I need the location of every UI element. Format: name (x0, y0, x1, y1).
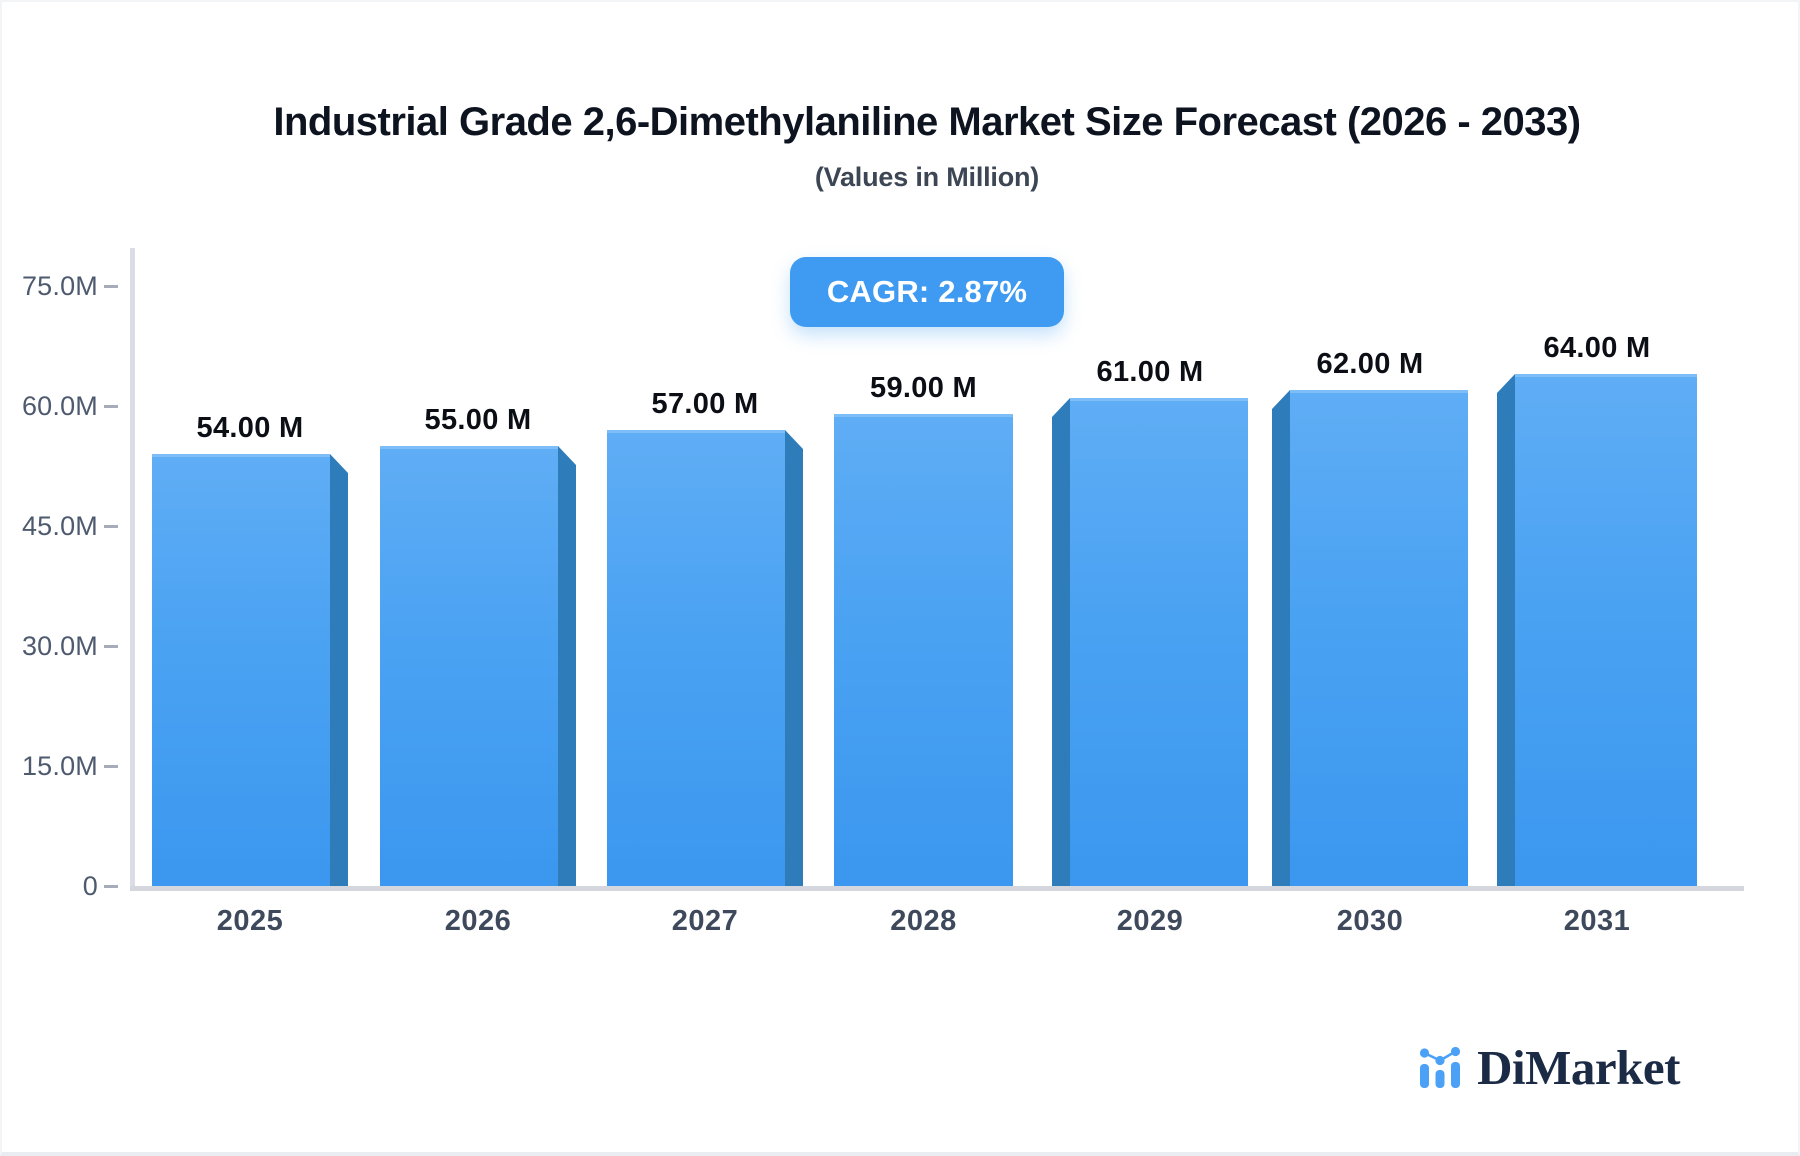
bar-face (607, 430, 785, 886)
y-axis-tick (104, 645, 118, 648)
dimarket-logo-icon (1420, 1046, 1461, 1088)
y-axis-label: 15.0M (21, 751, 98, 781)
bar-value-label: 64.00 M (1543, 332, 1651, 364)
x-axis-label: 2031 (1563, 905, 1631, 937)
x-axis-label: 2029 (1116, 905, 1184, 937)
bar-face (1290, 390, 1468, 886)
y-axis-tick (104, 885, 118, 888)
bar-3d-side (1052, 398, 1070, 886)
chart-title: Industrial Grade 2,6-Dimethylaniline Mar… (273, 100, 1581, 144)
x-axis-label: 2027 (671, 905, 739, 937)
y-axis-label: 30.0M (21, 631, 98, 661)
x-axis-label: 2025 (216, 905, 284, 937)
y-axis-tick (104, 405, 118, 408)
bar-3d-side (1497, 374, 1515, 886)
y-axis-label: 60.0M (21, 391, 98, 421)
bar-value-label: 57.00 M (651, 388, 759, 420)
x-axis-line (130, 886, 1744, 891)
bar-3d-side (785, 430, 803, 886)
bar-3d-side (558, 446, 576, 886)
bar-2029 (1052, 398, 1248, 886)
bar-value-label: 55.00 M (424, 404, 532, 436)
bar-face (1070, 398, 1248, 886)
bar-2025 (152, 454, 348, 886)
bar-3d-side (330, 454, 348, 886)
chart-subtitle: (Values in Million) (814, 162, 1040, 192)
bar-3d-side (1272, 390, 1290, 886)
x-axis-label: 2026 (444, 905, 512, 937)
bar-2030 (1272, 390, 1468, 886)
title-block: Industrial Grade 2,6-Dimethylaniline Mar… (52, 98, 1798, 193)
bar-value-label: 61.00 M (1096, 356, 1204, 388)
bar-2027 (607, 430, 803, 886)
brand-logo-text: DiMarket (1477, 1040, 1680, 1096)
bar-face (152, 454, 330, 886)
x-axis-label: 2028 (890, 905, 957, 937)
y-axis-label: 75.0M (21, 271, 98, 301)
bar-value-label: 62.00 M (1316, 348, 1424, 380)
bar-face (380, 446, 558, 886)
y-axis-tick (104, 765, 118, 768)
bar-face (834, 414, 1013, 886)
bar-face (1515, 374, 1697, 886)
bar-value-label: 54.00 M (196, 412, 304, 444)
x-axis-label: 2030 (1336, 905, 1404, 937)
y-axis-label: 45.0M (21, 511, 98, 541)
brand-logo: DiMarket (1417, 1040, 1680, 1096)
y-axis-tick (104, 285, 118, 288)
bar-value-label: 59.00 M (870, 372, 977, 404)
bar-2028 (834, 414, 1013, 886)
bar-2031 (1497, 374, 1697, 886)
y-axis-tick (104, 525, 118, 528)
bar-2026 (380, 446, 576, 886)
cagr-badge: CAGR: 2.87% (790, 257, 1064, 327)
y-axis-label: 0 (82, 871, 98, 901)
y-axis-line (130, 248, 135, 891)
